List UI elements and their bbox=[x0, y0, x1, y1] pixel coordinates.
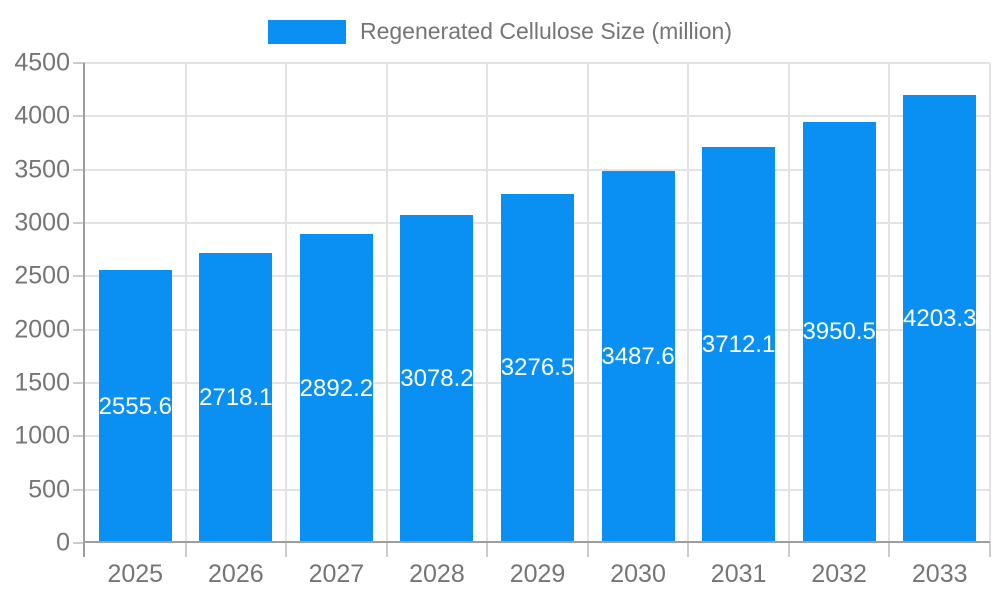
y-tick bbox=[73, 275, 85, 278]
y-tick bbox=[73, 382, 85, 384]
v-gridline bbox=[184, 63, 187, 543]
x-axis-line bbox=[83, 541, 990, 543]
x-tick bbox=[787, 543, 790, 557]
y-tick bbox=[73, 542, 85, 544]
y-tick bbox=[73, 115, 85, 118]
bar[interactable] bbox=[299, 234, 373, 543]
x-axis-label: 2025 bbox=[107, 560, 164, 588]
bar[interactable] bbox=[601, 170, 675, 543]
y-axis-label: 4500 bbox=[14, 48, 70, 77]
bar[interactable] bbox=[802, 121, 876, 543]
bar[interactable] bbox=[501, 193, 574, 543]
legend-swatch bbox=[267, 19, 346, 44]
y-axis-label: 3000 bbox=[14, 208, 70, 237]
bar[interactable] bbox=[400, 214, 474, 543]
y-tick bbox=[73, 168, 85, 171]
y-tick bbox=[73, 62, 85, 64]
legend-label: Regenerated Cellulose Size (million) bbox=[359, 18, 732, 44]
y-axis-label: 1500 bbox=[14, 368, 70, 397]
x-axis-label: 2027 bbox=[308, 560, 365, 588]
bar-value-label: 3487.6 bbox=[601, 342, 675, 370]
x-tick bbox=[486, 543, 489, 557]
x-tick bbox=[586, 543, 589, 557]
v-gridline bbox=[989, 63, 991, 543]
y-axis-line bbox=[83, 63, 85, 557]
x-tick bbox=[888, 543, 891, 557]
bar-value-label: 4203.3 bbox=[903, 304, 977, 332]
x-axis-label: 2026 bbox=[208, 560, 264, 588]
x-tick bbox=[687, 543, 690, 557]
y-tick bbox=[73, 222, 85, 224]
x-tick bbox=[285, 543, 288, 557]
v-gridline bbox=[285, 63, 288, 543]
h-gridline bbox=[85, 62, 990, 64]
x-axis-label: 2030 bbox=[610, 560, 666, 588]
bar-value-label: 3712.1 bbox=[701, 331, 776, 359]
bar[interactable] bbox=[98, 270, 172, 543]
bar-value-label: 2555.6 bbox=[98, 392, 172, 420]
x-axis-label: 2028 bbox=[409, 560, 465, 588]
y-axis-label: 4000 bbox=[14, 101, 70, 130]
x-tick bbox=[385, 543, 388, 557]
v-gridline bbox=[888, 63, 891, 543]
y-axis-label: 3500 bbox=[14, 155, 70, 184]
x-axis-label: 2033 bbox=[911, 560, 968, 588]
y-tick bbox=[73, 328, 85, 331]
v-gridline bbox=[687, 63, 690, 543]
h-gridline bbox=[85, 168, 990, 171]
y-axis-label: 1000 bbox=[14, 421, 70, 450]
bar[interactable] bbox=[702, 147, 776, 543]
legend: Regenerated Cellulose Size (million) bbox=[0, 18, 1000, 45]
bar-value-label: 3276.5 bbox=[500, 354, 575, 382]
x-axis-label: 2029 bbox=[509, 560, 566, 588]
bar-value-label: 3078.2 bbox=[400, 364, 474, 392]
v-gridline bbox=[787, 63, 790, 543]
x-tick bbox=[184, 543, 187, 557]
h-gridline bbox=[85, 115, 990, 118]
v-gridline bbox=[486, 63, 489, 543]
bar[interactable] bbox=[903, 94, 977, 543]
y-axis-label: 500 bbox=[28, 475, 70, 504]
y-axis-label: 2500 bbox=[14, 261, 70, 290]
y-axis-label: 0 bbox=[56, 528, 70, 557]
x-axis-label: 2032 bbox=[811, 560, 867, 588]
bar-value-label: 2718.1 bbox=[199, 384, 273, 412]
y-tick bbox=[73, 488, 85, 491]
bar[interactable] bbox=[199, 253, 273, 543]
bar-value-label: 3950.5 bbox=[802, 318, 876, 346]
y-tick bbox=[73, 435, 85, 438]
v-gridline bbox=[586, 63, 589, 543]
v-gridline bbox=[385, 63, 388, 543]
y-axis-label: 2000 bbox=[14, 315, 70, 344]
bar-value-label: 2892.2 bbox=[299, 374, 374, 402]
x-axis-label: 2031 bbox=[710, 560, 767, 588]
x-tick bbox=[989, 543, 991, 557]
